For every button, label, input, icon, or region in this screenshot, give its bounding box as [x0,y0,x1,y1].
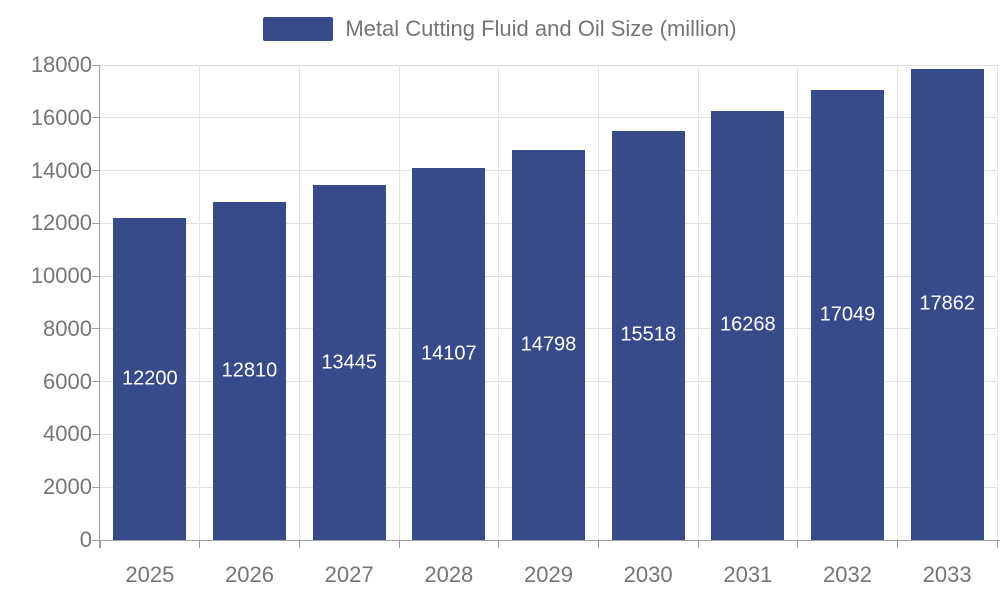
legend-label: Metal Cutting Fluid and Oil Size (millio… [345,16,737,41]
bar-value-label: 12200 [122,367,178,390]
bar-value-label: 12810 [221,359,278,382]
y-axis-tick [92,539,100,541]
bar[interactable]: 13445 [312,185,386,540]
x-axis-tick [597,540,599,548]
x-axis-tick [697,540,699,548]
gridline-horizontal [100,117,997,119]
y-axis-tick [92,328,100,330]
x-axis-tick [99,540,101,548]
gridline-vertical [199,65,201,540]
x-axis-label: 2030 [623,562,673,587]
gridline-vertical [896,65,898,540]
legend[interactable]: Metal Cutting Fluid and Oil Size (millio… [0,16,1000,42]
y-axis-tick [92,170,100,172]
y-axis-tick [92,64,100,66]
x-axis-label: 2033 [922,562,972,587]
y-axis-tick [92,433,100,435]
x-axis-label: 2029 [524,562,573,587]
x-axis-line [99,540,1000,541]
x-axis-tick [797,540,799,548]
x-axis-tick [398,540,400,548]
y-axis-label: 10000 [30,263,92,289]
gridline-vertical [797,65,799,540]
x-axis-label: 2026 [225,562,274,587]
x-axis-label: 2032 [823,562,872,587]
bar[interactable]: 17049 [811,90,884,540]
y-axis-tick [92,381,100,383]
plot-area: 12200 2025 12810 2026 13445 2027 14107 2028 1479… [92,64,1000,587]
x-axis-tick [298,540,300,548]
bar[interactable]: 12810 [213,201,286,540]
x-axis-label: 2027 [324,562,374,587]
y-axis-label: 16000 [30,104,92,130]
legend-swatch-icon [263,17,334,41]
y-axis-label: 14000 [30,157,92,183]
y-axis-line [99,65,100,548]
gridline-vertical [996,65,998,540]
bar-value-label: 16268 [720,313,776,336]
bar[interactable]: 14107 [412,167,486,540]
y-axis-tick [92,117,100,119]
gridline-vertical [498,65,500,540]
bar-value-label: 17862 [919,292,975,315]
gridline-vertical [697,65,699,540]
bar-value-label: 13445 [321,351,377,374]
bar[interactable]: 14798 [512,149,585,540]
y-axis-tick [92,222,100,224]
bar[interactable]: 17862 [910,68,984,540]
y-axis-label: 2000 [43,474,92,500]
x-axis-tick [996,540,998,548]
x-axis-tick [498,540,500,548]
x-axis-label: 2031 [723,562,773,587]
y-axis-label: 8000 [43,315,92,341]
bar-value-label: 14798 [520,333,577,356]
bar-value-label: 14107 [421,342,477,365]
y-axis-label: 12000 [30,210,92,236]
x-axis-label: 2025 [125,562,175,587]
bar[interactable]: 15518 [611,130,685,540]
x-axis-label: 2028 [424,562,474,587]
bar-value-label: 15518 [620,323,676,346]
y-axis-label: 4000 [43,421,92,447]
bar[interactable]: 12200 [113,218,187,540]
x-axis-tick [199,540,201,548]
gridline-horizontal [100,64,997,66]
gridline-vertical [398,65,400,540]
gridline-vertical [597,65,599,540]
bar-value-label: 17049 [819,303,876,326]
gridline-vertical [298,65,300,540]
y-axis-tick [92,486,100,488]
bar[interactable]: 16268 [711,110,785,540]
x-axis-tick [896,540,898,548]
y-axis-label: 6000 [43,368,92,394]
y-axis-label: 18000 [30,52,92,77]
y-axis-tick [92,275,100,277]
y-axis-label: 0 [79,527,92,552]
